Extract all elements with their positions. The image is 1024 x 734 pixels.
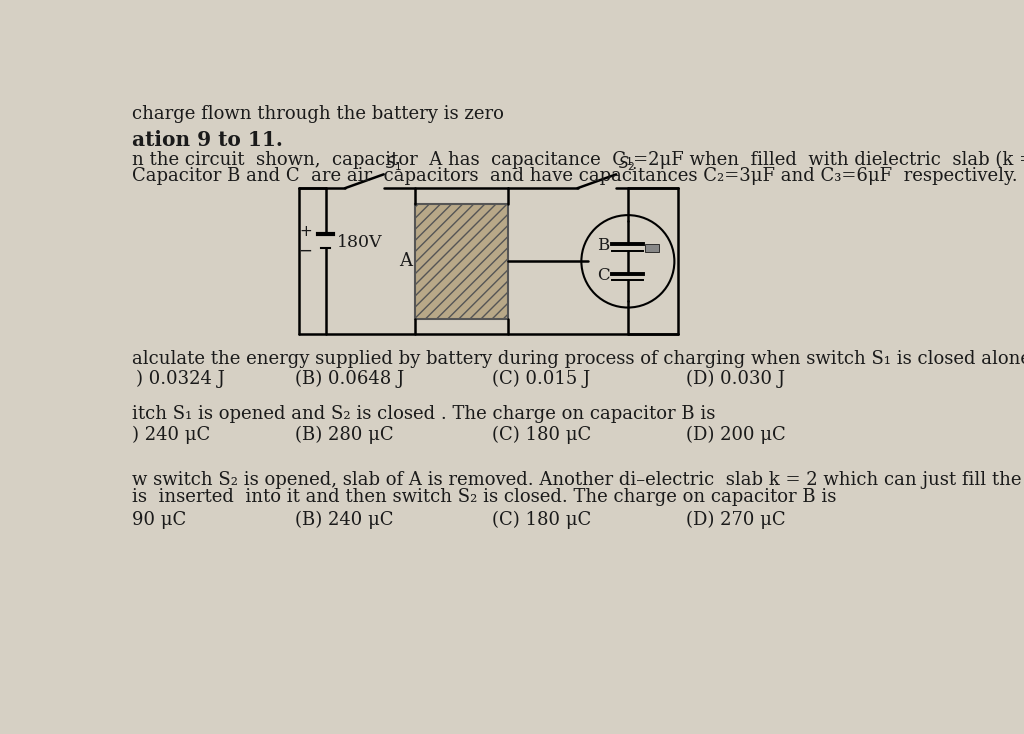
- Text: $S_1$: $S_1$: [385, 154, 402, 172]
- Text: (C) 180 μC: (C) 180 μC: [493, 425, 592, 443]
- Text: w switch S₂ is opened, slab of A is removed. Another di–electric  slab k = 2 whi: w switch S₂ is opened, slab of A is remo…: [132, 470, 1024, 489]
- Text: −: −: [298, 241, 311, 260]
- Text: ) 0.0324 J: ) 0.0324 J: [136, 370, 224, 388]
- Text: (D) 270 μC: (D) 270 μC: [686, 511, 785, 529]
- Text: ) 240 μC: ) 240 μC: [132, 425, 210, 443]
- Text: ation 9 to 11.: ation 9 to 11.: [132, 131, 283, 150]
- Text: (C) 0.015 J: (C) 0.015 J: [493, 370, 591, 388]
- Text: B: B: [597, 237, 609, 255]
- Text: charge flown through the battery is zero: charge flown through the battery is zero: [132, 105, 504, 123]
- Text: is  inserted  into it and then switch S₂ is closed. The charge on capacitor B is: is inserted into it and then switch S₂ i…: [132, 487, 837, 506]
- Text: +: +: [299, 224, 311, 239]
- Text: A: A: [398, 252, 412, 270]
- Text: (B) 0.0648 J: (B) 0.0648 J: [295, 370, 403, 388]
- Bar: [415, 203, 508, 319]
- Text: alculate the energy supplied by battery during process of charging when switch S: alculate the energy supplied by battery …: [132, 350, 1024, 368]
- Text: itch S₁ is opened and S₂ is closed . The charge on capacitor B is: itch S₁ is opened and S₂ is closed . The…: [132, 405, 715, 424]
- Text: $S_2$: $S_2$: [617, 154, 635, 172]
- Text: (B) 280 μC: (B) 280 μC: [295, 425, 393, 443]
- Text: Capacitor B and C  are air  capacitors  and have capacitances C₂=3μF and C₃=6μF : Capacitor B and C are air capacitors and…: [132, 167, 1018, 185]
- Text: n the circuit  shown,  capacitor  A has  capacitance  C₁=2μF when  filled  with : n the circuit shown, capacitor A has cap…: [132, 151, 1024, 170]
- Text: (C) 180 μC: (C) 180 μC: [493, 511, 592, 529]
- Text: (D) 200 μC: (D) 200 μC: [686, 425, 785, 443]
- Text: 180V: 180V: [337, 234, 382, 251]
- Text: (B) 240 μC: (B) 240 μC: [295, 511, 393, 529]
- Bar: [645, 244, 658, 252]
- Text: (D) 0.030 J: (D) 0.030 J: [686, 370, 785, 388]
- Text: C: C: [597, 266, 609, 283]
- Text: 90 μC: 90 μC: [132, 511, 186, 528]
